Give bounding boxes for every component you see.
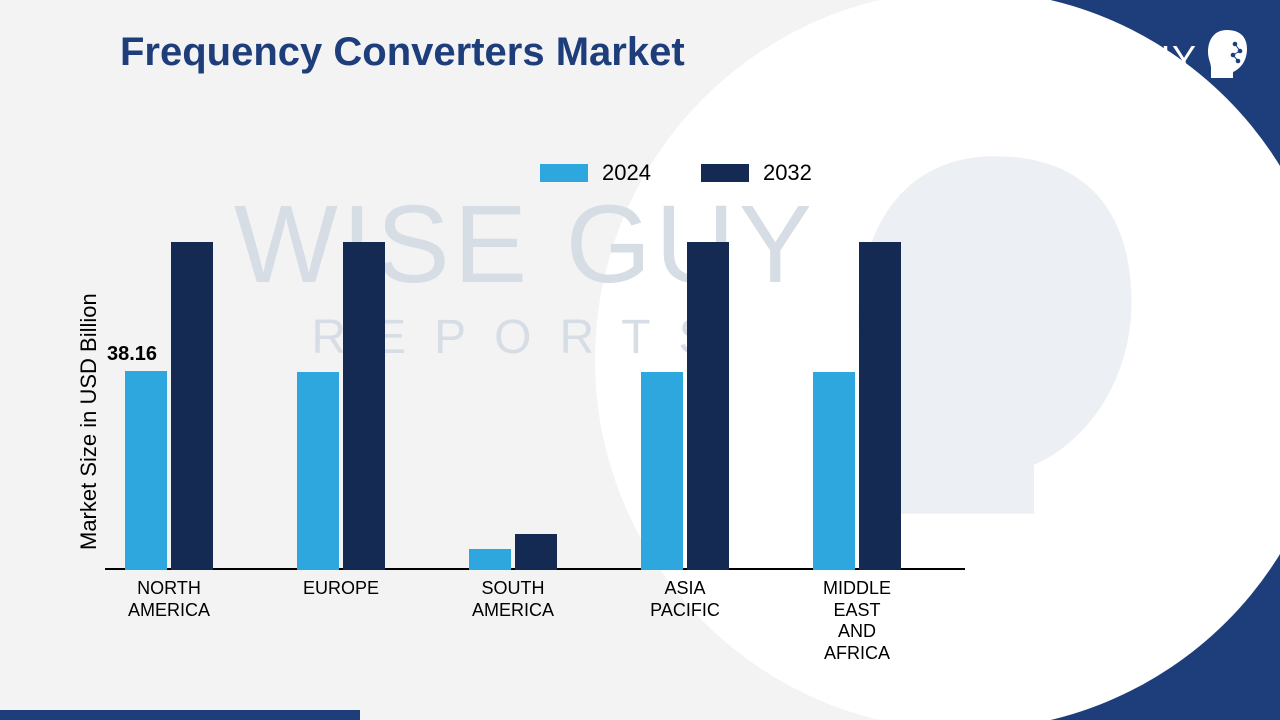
x-axis-category-label: MIDDLEEASTANDAFRICA — [792, 578, 922, 664]
bar — [297, 372, 339, 570]
legend-label: 2032 — [763, 160, 812, 186]
bar — [125, 371, 167, 570]
bar-value-label: 38.16 — [107, 343, 157, 366]
bar — [687, 242, 729, 571]
brand-head-icon — [1204, 28, 1250, 89]
x-axis-category-label: SOUTHAMERICA — [448, 578, 578, 621]
brand-logo: WISE GUY REPORTS — [1002, 28, 1250, 105]
bar — [859, 242, 901, 571]
x-axis-category-label: NORTHAMERICA — [104, 578, 234, 621]
plot-area — [105, 205, 965, 570]
legend-label: 2024 — [602, 160, 651, 186]
bar — [469, 549, 511, 570]
brand-line2-text: REPORTS — [1002, 87, 1250, 105]
bar — [641, 372, 683, 570]
y-axis-label: Market Size in USD Billion — [76, 293, 102, 550]
legend-swatch — [701, 164, 749, 182]
bar — [171, 242, 213, 571]
bottom-accent-bar — [0, 710, 360, 720]
legend-item: 2032 — [701, 160, 812, 186]
brand-line1-text: WISE GUY — [1002, 38, 1198, 80]
bar — [343, 242, 385, 571]
legend-swatch — [540, 164, 588, 182]
x-axis-category-label: ASIAPACIFIC — [620, 578, 750, 621]
legend-item: 2024 — [540, 160, 651, 186]
x-axis-category-label: EUROPE — [276, 578, 406, 600]
legend: 2024 2032 — [540, 160, 812, 186]
bar — [813, 372, 855, 570]
stage: WISE GUY REPORTS Frequency Converters Ma… — [0, 0, 1280, 720]
brand-line1: WISE GUY — [1002, 28, 1250, 89]
chart-title: Frequency Converters Market — [120, 30, 685, 75]
bar — [515, 534, 557, 571]
